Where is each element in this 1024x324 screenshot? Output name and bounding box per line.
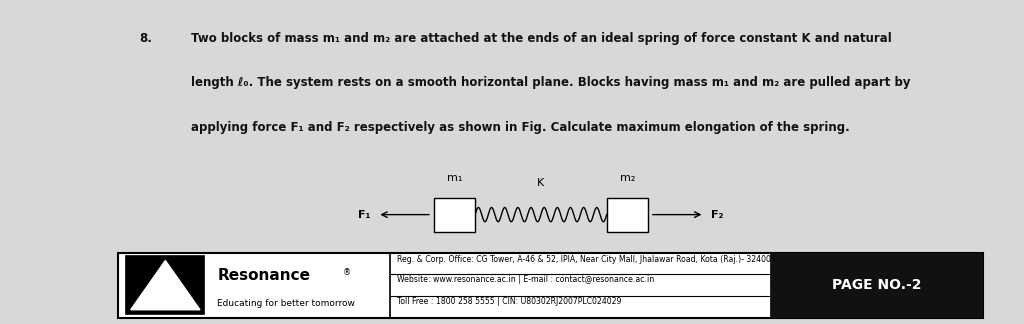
- Text: Resonance: Resonance: [217, 268, 310, 283]
- Text: ®: ®: [343, 268, 351, 277]
- Text: F₁: F₁: [358, 210, 371, 220]
- Text: Toll Free : 1800 258 5555 | CIN: U80302RJ2007PLC024029: Toll Free : 1800 258 5555 | CIN: U80302R…: [397, 297, 622, 306]
- Bar: [771, 253, 983, 318]
- Text: m₁: m₁: [446, 173, 462, 183]
- Text: applying force F₁ and F₂ respectively as shown in Fig. Calculate maximum elongat: applying force F₁ and F₂ respectively as…: [191, 121, 850, 133]
- Text: m₂: m₂: [620, 173, 635, 183]
- Text: K: K: [538, 178, 545, 188]
- Text: Educating for better tomorrow: Educating for better tomorrow: [217, 299, 355, 308]
- Text: length ℓ₀. The system rests on a smooth horizontal plane. Blocks having mass m₁ : length ℓ₀. The system rests on a smooth …: [191, 76, 910, 89]
- Text: Two blocks of mass m₁ and m₂ are attached at the ends of an ideal spring of forc: Two blocks of mass m₁ and m₂ are attache…: [191, 32, 892, 45]
- Bar: [606, 198, 648, 232]
- Bar: [126, 256, 205, 314]
- Text: Reg. & Corp. Office: CG Tower, A-46 & 52, IPIA, Near City Mall, Jhalawar Road, K: Reg. & Corp. Office: CG Tower, A-46 & 52…: [397, 255, 776, 264]
- Polygon shape: [131, 260, 200, 310]
- Text: Website: www.resonance.ac.in | E-mail : contact@resonance.ac.in: Website: www.resonance.ac.in | E-mail : …: [397, 275, 654, 284]
- Text: F₂: F₂: [712, 210, 724, 220]
- Text: PAGE NO.-2: PAGE NO.-2: [833, 278, 922, 292]
- Text: 8.: 8.: [139, 32, 153, 45]
- Bar: [433, 198, 475, 232]
